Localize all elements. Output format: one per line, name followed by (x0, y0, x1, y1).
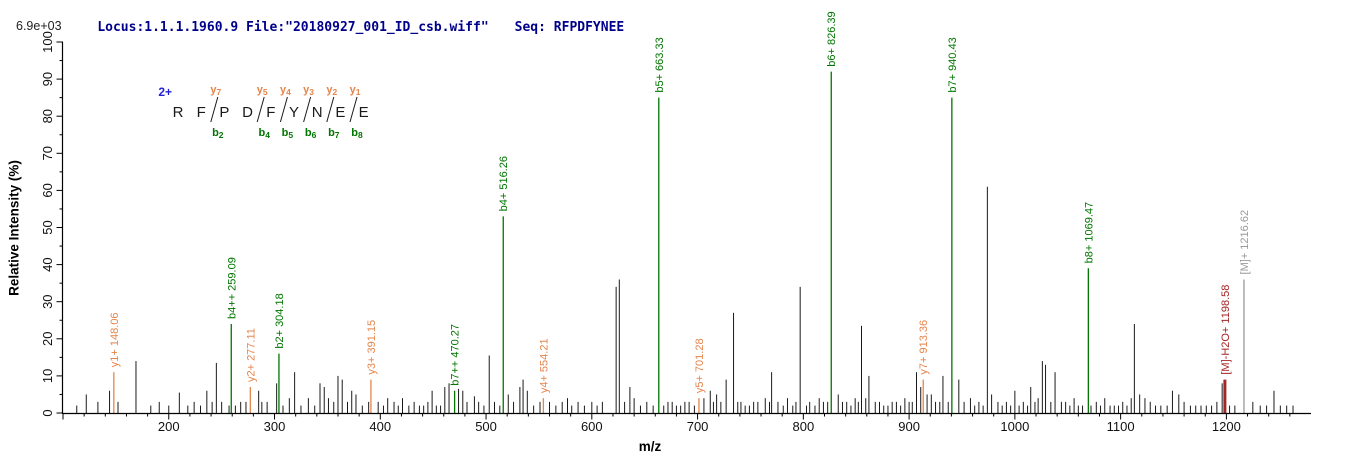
peak-annotation: y1+ 148.06 (109, 312, 121, 367)
x-axis-title: m/z (638, 439, 662, 454)
y-tick-label: 50 (40, 220, 55, 234)
peak-annotation: y3+ 391.15 (366, 320, 378, 375)
cleavage-mark (303, 96, 312, 123)
x-tick-label: 800 (792, 419, 814, 434)
x-tick-label: 300 (264, 419, 286, 434)
ladder-charge: 2+ (158, 85, 172, 99)
x-tick-label: 1100 (1107, 419, 1135, 434)
peak-annotation: b5+ 663.33 (654, 37, 666, 92)
cleavage-mark (279, 96, 288, 123)
y-tick-label: 100 (40, 31, 55, 53)
cleavage-mark (210, 96, 219, 123)
peak-annotation: b8+ 1069.47 (1083, 202, 1095, 263)
peak-annotation: y5+ 701.28 (694, 338, 706, 393)
peak-annotation: b7++ 470.27 (450, 324, 462, 386)
x-tick-label: 500 (475, 419, 497, 434)
ladder-residue: R (173, 104, 184, 121)
y-tick-label: 10 (40, 369, 55, 383)
ladder-b-ion-label: b4 (258, 127, 270, 140)
ladder-b-ion-label: b6 (305, 127, 317, 140)
y-tick-label: 60 (40, 183, 55, 197)
sequence-text: Seq: RFPDFYNEE (514, 20, 625, 35)
peak-annotation: b2+ 304.18 (274, 293, 286, 348)
ladder-y-ion-label: y2 (326, 84, 337, 97)
peak-annotation: b4++ 259.09 (226, 257, 238, 319)
header-line: Locus:1.1.1.1960.9 File:"20180927_001_ID… (66, 5, 624, 50)
ladder-residue: F (266, 104, 275, 121)
ladder-y-ion-label: y3 (303, 84, 314, 97)
cleavage-mark (326, 96, 335, 123)
ladder-y-ion-label: y1 (350, 84, 361, 97)
ladder-residue: N (312, 104, 323, 121)
y-tick-label: 70 (40, 146, 55, 160)
ladder-y-ion-label: y7 (210, 84, 221, 97)
peak-annotation: y7+ 913.36 (918, 320, 930, 375)
y-tick-label: 80 (40, 109, 55, 123)
x-tick-label: 600 (581, 419, 603, 434)
ladder-b-ion-label: b2 (212, 127, 224, 140)
ladder-y-ion-label: y5 (257, 84, 268, 97)
x-tick-label: 1000 (1000, 419, 1029, 434)
y-tick-label: 40 (40, 257, 55, 271)
peak-annotation: b7+ 940.43 (947, 37, 959, 92)
x-tick-label: 700 (687, 419, 709, 434)
ladder-b-ion-label: b8 (351, 127, 363, 140)
x-tick-label: 1200 (1212, 419, 1241, 434)
ladder-residue: E (335, 104, 345, 121)
ladder-residue: D (242, 104, 253, 121)
ladder-residue: Y (289, 104, 299, 121)
ladder-residue: E (359, 104, 369, 121)
peak-annotation: [M]-H2O+ 1198.58 (1220, 285, 1232, 375)
y-tick-label: 30 (40, 294, 55, 308)
ladder-residue: P (219, 104, 229, 121)
ladder-b-ion-label: b7 (328, 127, 340, 140)
peak-annotation: b6+ 826.39 (826, 11, 838, 66)
peak-annotation: y2+ 277.11 (245, 328, 257, 382)
ladder-b-ion-label: b5 (282, 127, 294, 140)
cleavage-mark (349, 96, 358, 123)
x-tick-label: 900 (898, 419, 920, 434)
cleavage-mark (256, 96, 265, 123)
peak-annotation: [M]+ 1216.62 (1239, 210, 1251, 275)
x-tick-label: 200 (158, 419, 180, 434)
locus-file-text: Locus:1.1.1.1960.9 File:"20180927_001_ID… (97, 20, 489, 35)
y-tick-label: 90 (40, 72, 55, 86)
base-peak-intensity: 6.9e+03 (16, 19, 62, 33)
peak-annotation: b4+ 516.26 (498, 156, 510, 211)
y-tick-label: 0 (40, 409, 55, 416)
x-tick-label: 400 (369, 419, 391, 434)
ladder-y-ion-label: y4 (280, 84, 291, 97)
peak-annotation: y4+ 554.21 (538, 338, 550, 393)
ladder-residue: F (197, 104, 206, 121)
y-tick-label: 20 (40, 332, 55, 346)
